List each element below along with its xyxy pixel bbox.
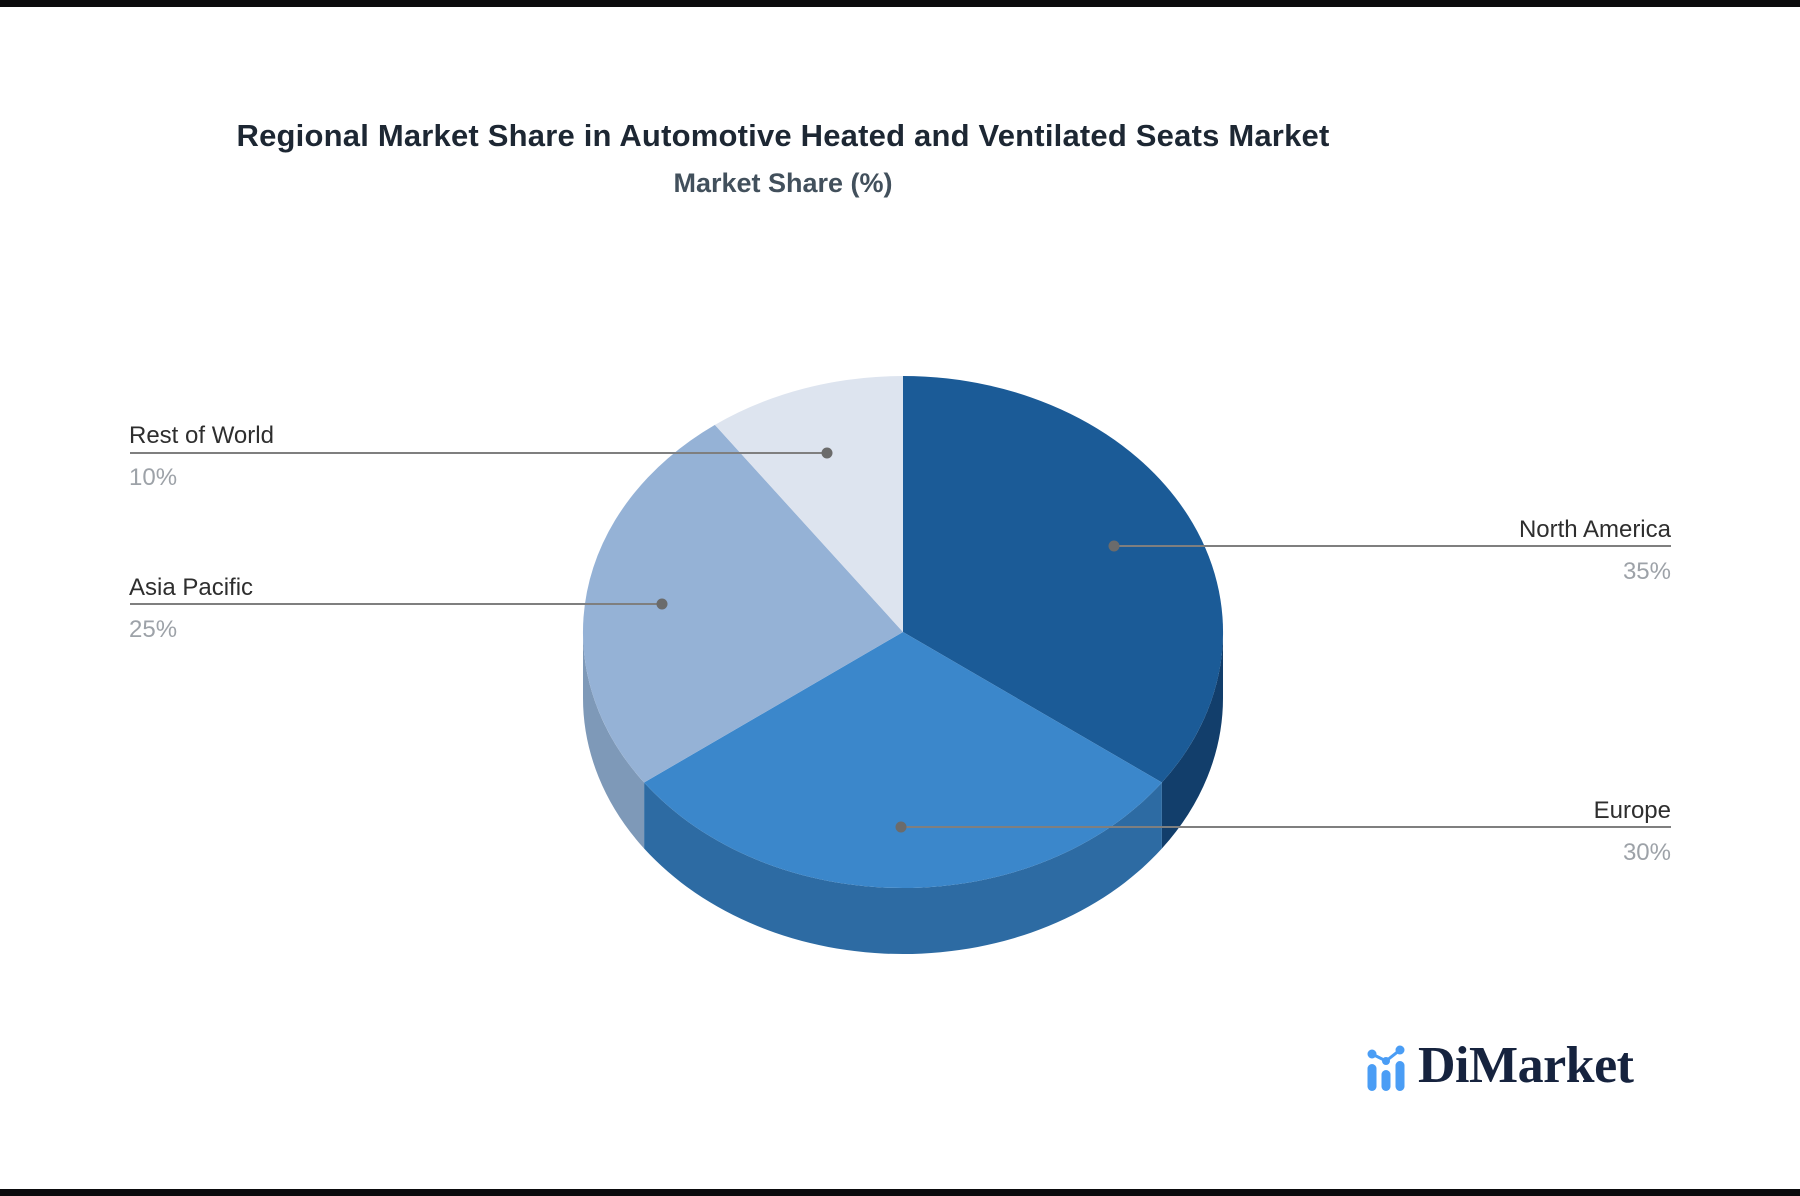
callout-north-america: North America 35% <box>1251 515 1671 587</box>
segment-label-rest-of-world: Rest of World <box>129 422 274 449</box>
leader-dot-north-america <box>1108 540 1120 552</box>
bar-line-chart-icon <box>1367 1045 1405 1091</box>
pie-slice-rest-of-world <box>714 376 903 632</box>
callout-europe: Europe 30% <box>1251 796 1671 868</box>
leader-dot-rest-of-world <box>821 447 833 459</box>
leader-dot-europe <box>895 821 907 833</box>
segment-label-north-america: North America <box>1518 516 1671 543</box>
callout-rest-of-world: Rest of World 10% <box>129 421 549 493</box>
logo-text: DiMarket <box>1418 1037 1634 1094</box>
pie-slice-asia-pacific <box>582 424 903 783</box>
pie-side-north-america <box>1161 632 1223 849</box>
pie-slice-north-america <box>903 375 1224 783</box>
chart-title: Regional Market Share in Automotive Heat… <box>236 118 1330 153</box>
pie-side-europe <box>644 782 1162 955</box>
segment-label-europe: Europe <box>1593 797 1671 824</box>
bottom-border-bar <box>0 1189 1800 1196</box>
callout-asia-pacific: Asia Pacific 25% <box>129 573 549 645</box>
segment-value-rest-of-world: 10% <box>129 464 178 491</box>
segment-value-north-america: 35% <box>1622 558 1671 585</box>
segment-value-europe: 30% <box>1622 839 1671 866</box>
segment-value-asia-pacific: 25% <box>129 616 178 643</box>
dimarket-logo: DiMarket <box>1366 1037 1634 1094</box>
pie-side-asia-pacific <box>583 632 645 849</box>
pie-slice-europe <box>644 632 1162 889</box>
segment-label-asia-pacific: Asia Pacific <box>129 574 254 601</box>
top-border-bar <box>0 0 1800 7</box>
leader-dot-asia-pacific <box>656 598 668 610</box>
chart-subtitle: Market Share (%) <box>673 168 893 198</box>
